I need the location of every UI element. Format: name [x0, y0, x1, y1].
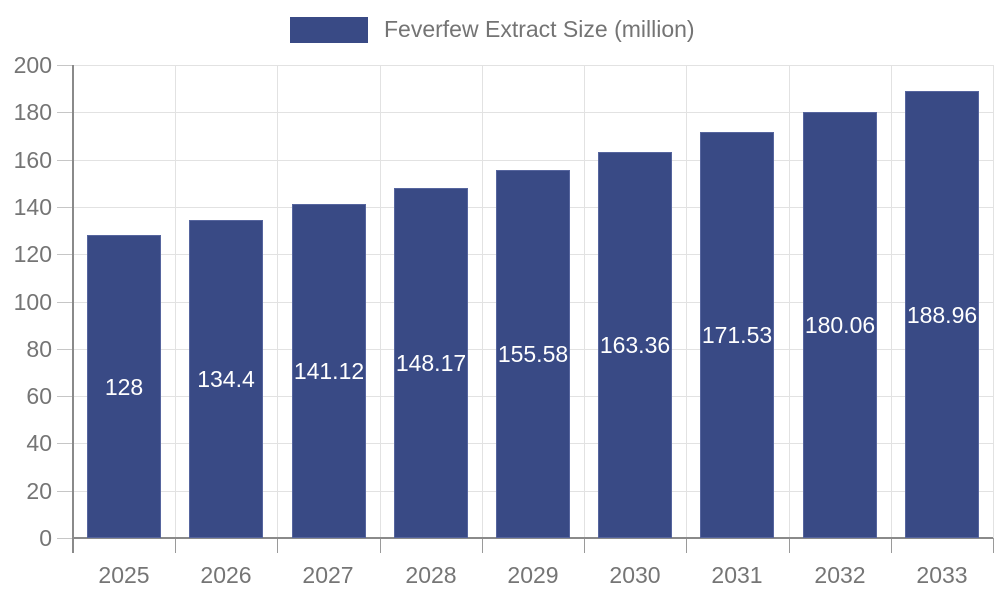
y-axis-tick-label: 100	[13, 289, 52, 315]
y-gridline	[73, 112, 993, 113]
y-axis-tick-label: 180	[13, 99, 52, 125]
y-axis-tick	[57, 491, 73, 492]
bar-2028[interactable]	[394, 188, 468, 538]
x-gridline	[482, 65, 483, 538]
bar-2025[interactable]	[87, 235, 161, 538]
bar-value-label: 188.96	[906, 302, 978, 328]
y-axis-tick	[57, 254, 73, 255]
x-axis-tick	[175, 538, 176, 553]
bar-value-label: 134.4	[197, 366, 255, 392]
y-axis-tick	[57, 65, 73, 66]
y-axis-tick-label: 40	[26, 430, 52, 456]
x-axis-tick	[993, 538, 994, 553]
bar-value-label: 163.36	[599, 332, 671, 358]
y-axis-tick-label: 120	[13, 241, 52, 267]
bar-2027[interactable]	[292, 204, 366, 538]
bar-value-label: 180.06	[804, 312, 876, 338]
x-gridline	[584, 65, 585, 538]
y-axis-tick-label: 60	[26, 383, 52, 409]
legend-label: Feverfew Extract Size (million)	[384, 16, 695, 42]
x-gridline	[277, 65, 278, 538]
x-axis-tick	[789, 538, 790, 553]
x-axis-tick	[891, 538, 892, 553]
bar-2030[interactable]	[598, 152, 672, 538]
x-gridline	[175, 65, 176, 538]
bar-2029[interactable]	[496, 170, 570, 538]
x-axis-tick	[482, 538, 483, 553]
x-gridline	[686, 65, 687, 538]
y-axis-tick-label: 80	[26, 336, 52, 362]
x-axis-label-2028: 2028	[405, 562, 457, 588]
bar-value-label: 148.17	[395, 350, 467, 376]
x-axis-label-2032: 2032	[814, 562, 866, 588]
y-axis-tick	[57, 207, 73, 208]
bar-value-label: 155.58	[497, 341, 569, 367]
y-axis-tick	[57, 160, 73, 161]
bar-value-label: 141.12	[293, 358, 365, 384]
y-axis-tick	[57, 538, 73, 539]
x-axis-label-2027: 2027	[302, 562, 354, 588]
x-axis-tick	[380, 538, 381, 553]
x-axis-label-2031: 2031	[711, 562, 763, 588]
bar-2033[interactable]	[905, 91, 979, 538]
x-gridline	[380, 65, 381, 538]
y-axis-tick	[57, 443, 73, 444]
x-axis-tick	[584, 538, 585, 553]
bar-2031[interactable]	[700, 132, 774, 538]
x-axis-line	[73, 537, 993, 539]
y-gridline	[73, 65, 993, 66]
y-axis-tick	[57, 302, 73, 303]
x-axis-label-2026: 2026	[200, 562, 252, 588]
y-axis-tick-label: 200	[13, 52, 52, 78]
y-axis-tick	[57, 112, 73, 113]
x-gridline	[993, 65, 994, 538]
legend[interactable]: Feverfew Extract Size (million)	[290, 16, 695, 43]
x-axis-label-2025: 2025	[98, 562, 150, 588]
y-axis-tick-label: 0	[39, 525, 52, 551]
y-axis-tick	[57, 349, 73, 350]
x-gridline	[891, 65, 892, 538]
y-axis-tick	[57, 396, 73, 397]
x-axis-label-2029: 2029	[507, 562, 559, 588]
x-axis-label-2033: 2033	[916, 562, 968, 588]
y-axis-tick-label: 20	[26, 478, 52, 504]
y-axis-tick-label: 160	[13, 147, 52, 173]
bar-value-label: 171.53	[701, 322, 773, 348]
x-axis-tick	[686, 538, 687, 553]
y-axis-tick-label: 140	[13, 194, 52, 220]
x-axis-label-2030: 2030	[609, 562, 661, 588]
bar-2026[interactable]	[189, 220, 263, 538]
bar-value-label: 128	[104, 374, 144, 400]
y-axis-line	[72, 65, 74, 553]
y-gridline	[73, 160, 993, 161]
x-axis-tick	[277, 538, 278, 553]
bar-2032[interactable]	[803, 112, 877, 538]
legend-swatch	[290, 16, 368, 43]
x-gridline	[789, 65, 790, 538]
